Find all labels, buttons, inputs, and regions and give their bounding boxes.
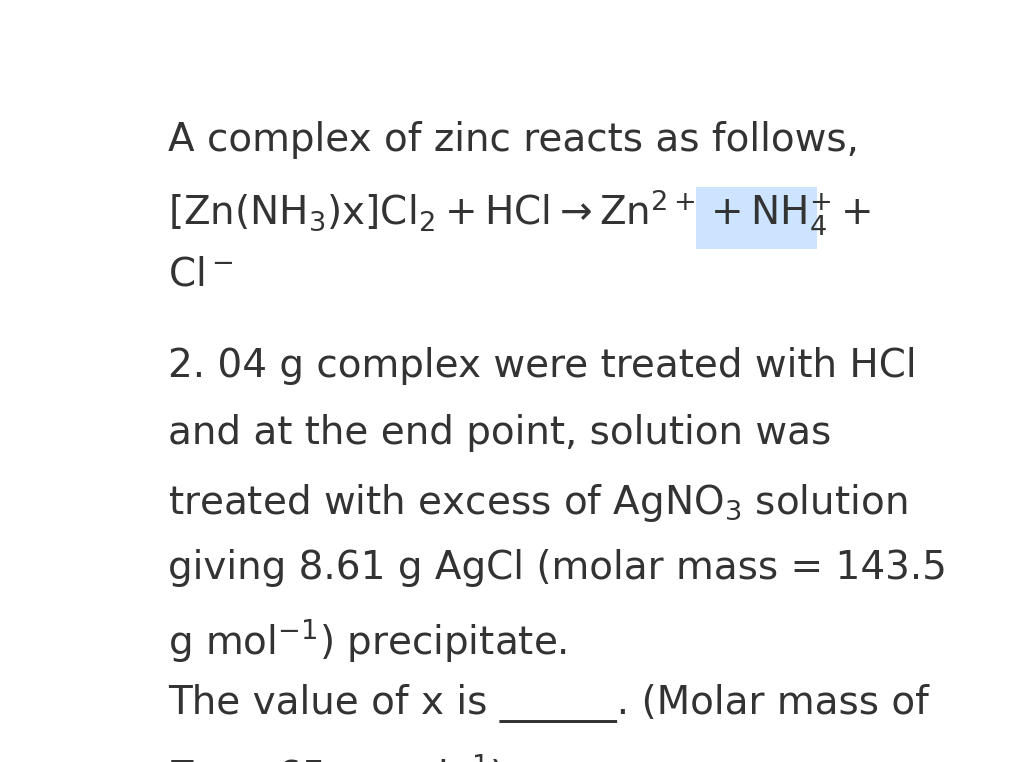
Text: and at the end point, solution was: and at the end point, solution was	[168, 415, 830, 452]
Text: Zn = 65 g mol$^{-1}$): Zn = 65 g mol$^{-1}$)	[168, 751, 503, 762]
Text: giving 8.61 g AgCl (molar mass = 143.5: giving 8.61 g AgCl (molar mass = 143.5	[168, 549, 946, 587]
Text: $\mathregular{Cl^-}$: $\mathregular{Cl^-}$	[168, 256, 233, 293]
Text: treated with excess of AgNO$_3$ solution: treated with excess of AgNO$_3$ solution	[168, 482, 907, 523]
Text: A complex of zinc reacts as follows,: A complex of zinc reacts as follows,	[168, 121, 858, 158]
Text: $\mathregular{[Zn(NH_3)x]Cl_2 + HCl \rightarrow Zn^{2+} + NH_4^{+} +}$: $\mathregular{[Zn(NH_3)x]Cl_2 + HCl \rig…	[168, 188, 870, 239]
FancyBboxPatch shape	[696, 187, 817, 249]
Text: The value of x is ______. (Molar mass of: The value of x is ______. (Molar mass of	[168, 684, 929, 723]
Text: 2. 04 g complex were treated with HCl: 2. 04 g complex were treated with HCl	[168, 347, 916, 385]
Text: g mol$^{-1}$) precipitate.: g mol$^{-1}$) precipitate.	[168, 616, 567, 664]
